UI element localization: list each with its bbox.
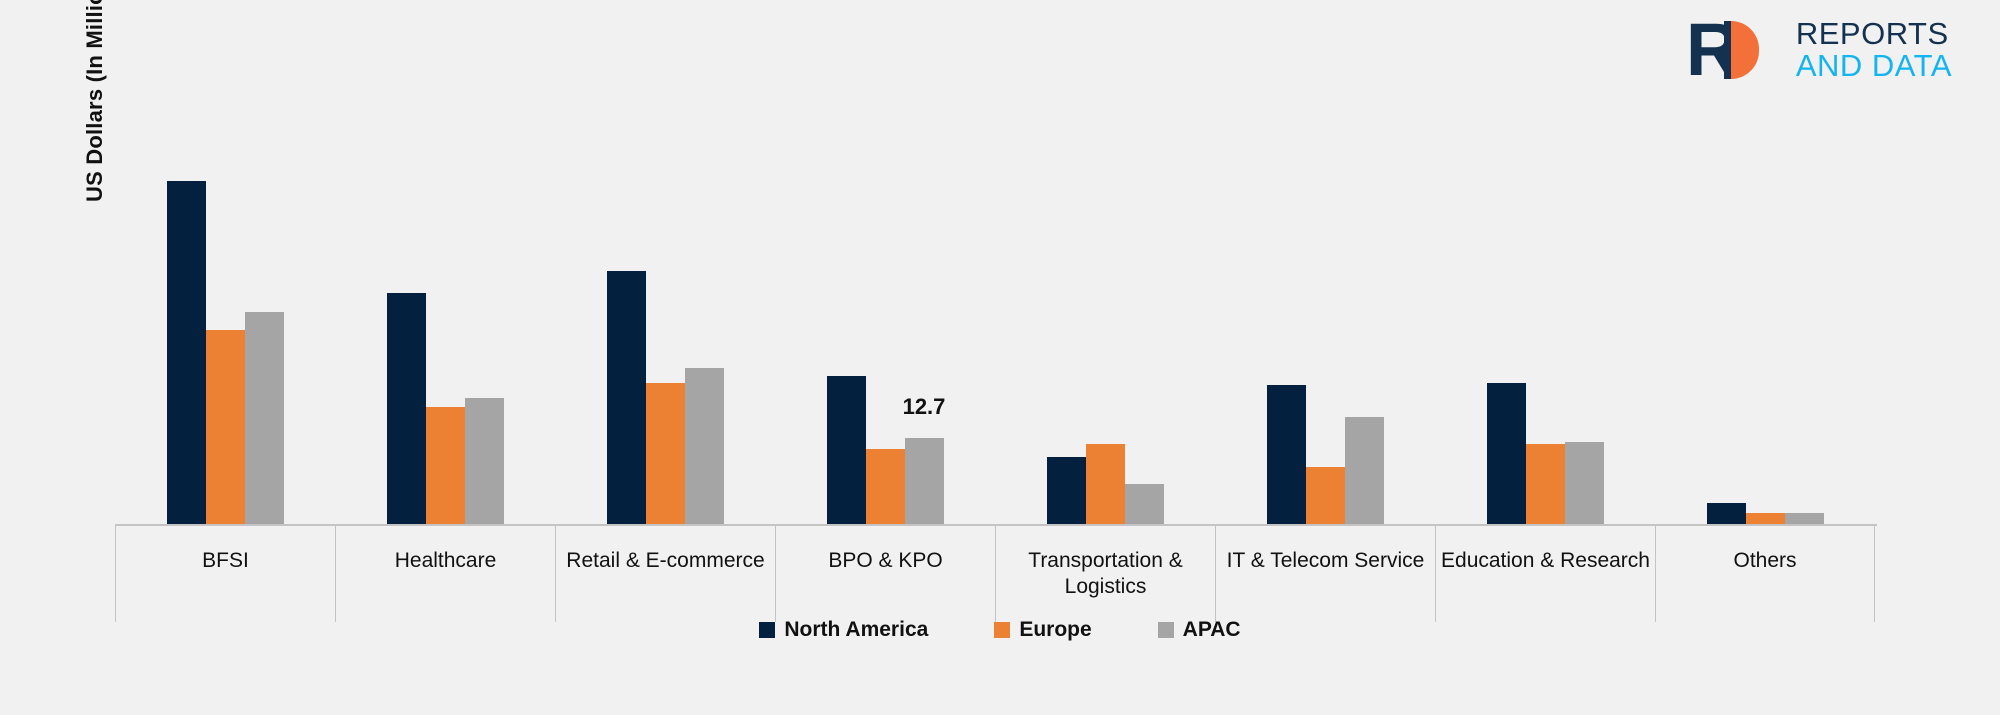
bar-group <box>1215 150 1435 524</box>
bar-group <box>1435 150 1655 524</box>
bar-north-america[interactable] <box>386 292 426 524</box>
brand-line-reports: REPORTS <box>1795 16 1949 51</box>
brand-logo: R REPORTS AND DATA <box>1686 12 1952 86</box>
bar-north-america[interactable] <box>1706 502 1746 524</box>
bar-apac[interactable] <box>1564 442 1604 524</box>
bar-apac[interactable] <box>684 367 724 524</box>
bar-north-america[interactable] <box>606 271 646 524</box>
bar-europe[interactable] <box>865 448 905 524</box>
x-axis-tick-label: Healthcare <box>394 549 497 572</box>
legend-item-europe[interactable]: Europe <box>994 618 1092 642</box>
bar-europe[interactable] <box>1525 444 1565 524</box>
y-axis-title: US Dollars (In Million) <box>82 0 107 202</box>
brand-wordmark: REPORTS AND DATA <box>1796 18 1952 81</box>
bar-group <box>335 150 555 524</box>
legend-swatch-icon <box>1157 622 1174 638</box>
legend-item-north-america[interactable]: North America <box>759 618 928 642</box>
bar-group <box>1655 150 1875 524</box>
legend-label: North America <box>784 618 929 641</box>
bar-group <box>115 150 335 524</box>
category-tick-cell: IT & Telecom Service <box>1215 526 1435 622</box>
bar-north-america[interactable] <box>166 180 206 524</box>
bar-group <box>995 150 1215 524</box>
bar-apac[interactable] <box>1124 483 1164 524</box>
x-axis-tick-label: Others <box>1733 549 1797 572</box>
plot-area: 12.7 <box>115 150 1875 524</box>
category-axis: BFSI Healthcare Retail & E-commerce BPO & K… <box>115 526 1877 622</box>
legend-label: Europe <box>1019 618 1092 641</box>
bar-group <box>555 150 775 524</box>
legend-swatch-icon <box>759 622 776 638</box>
category-tick-cell: Education & Research <box>1435 526 1655 622</box>
x-axis-tick-label: IT & Telecom Service <box>1226 549 1425 572</box>
category-tick-cell: BFSI <box>115 526 335 622</box>
x-axis-line <box>115 524 1877 526</box>
category-tick-cell: Retail & E-commerce <box>555 526 775 622</box>
category-tick-cell: Others <box>1655 526 1875 622</box>
logo-d-stem <box>1723 20 1733 79</box>
bar-apac[interactable] <box>1784 513 1824 524</box>
reports-and-data-logomark: R <box>1686 12 1782 86</box>
category-tick-cell: Transportation & Logistics <box>995 526 1215 622</box>
x-axis-tick-label: Education & Research <box>1441 549 1650 572</box>
bar-europe[interactable] <box>1305 466 1345 524</box>
x-axis-tick-label: BFSI <box>202 549 249 572</box>
bar-europe[interactable] <box>1085 443 1125 524</box>
bar-north-america[interactable] <box>1486 383 1526 524</box>
category-tick-cell: Healthcare <box>335 526 555 622</box>
bar-apac[interactable] <box>1344 416 1384 524</box>
legend-swatch-icon <box>994 622 1011 638</box>
bar-value-label: 12.7 <box>902 393 946 419</box>
brand-line-and-data: AND DATA <box>1795 47 1952 83</box>
legend-item-apac[interactable]: APAC <box>1157 618 1241 642</box>
x-axis-tick-label: BPO & KPO <box>828 549 943 572</box>
bar-apac[interactable] <box>244 311 284 524</box>
x-axis-tick-label: Retail & E-commerce <box>566 549 765 572</box>
bar-apac[interactable] <box>464 397 504 524</box>
bar-north-america[interactable] <box>1266 385 1306 524</box>
bar-north-america[interactable] <box>1046 456 1086 524</box>
legend-label: APAC <box>1182 618 1241 641</box>
bar-europe[interactable] <box>645 382 685 524</box>
bar-europe[interactable] <box>205 330 245 524</box>
x-axis-tick-label: Transportation & Logistics <box>1028 549 1183 598</box>
bar-group: 12.7 <box>775 150 995 524</box>
bar-north-america[interactable] <box>826 376 866 524</box>
category-tick-cell: BPO & KPO <box>775 526 995 622</box>
bar-europe[interactable] <box>425 407 465 524</box>
chart-legend: North America Europe APAC <box>0 618 2000 642</box>
bar-europe[interactable] <box>1745 513 1785 524</box>
bar-apac[interactable]: 12.7 <box>903 394 945 524</box>
